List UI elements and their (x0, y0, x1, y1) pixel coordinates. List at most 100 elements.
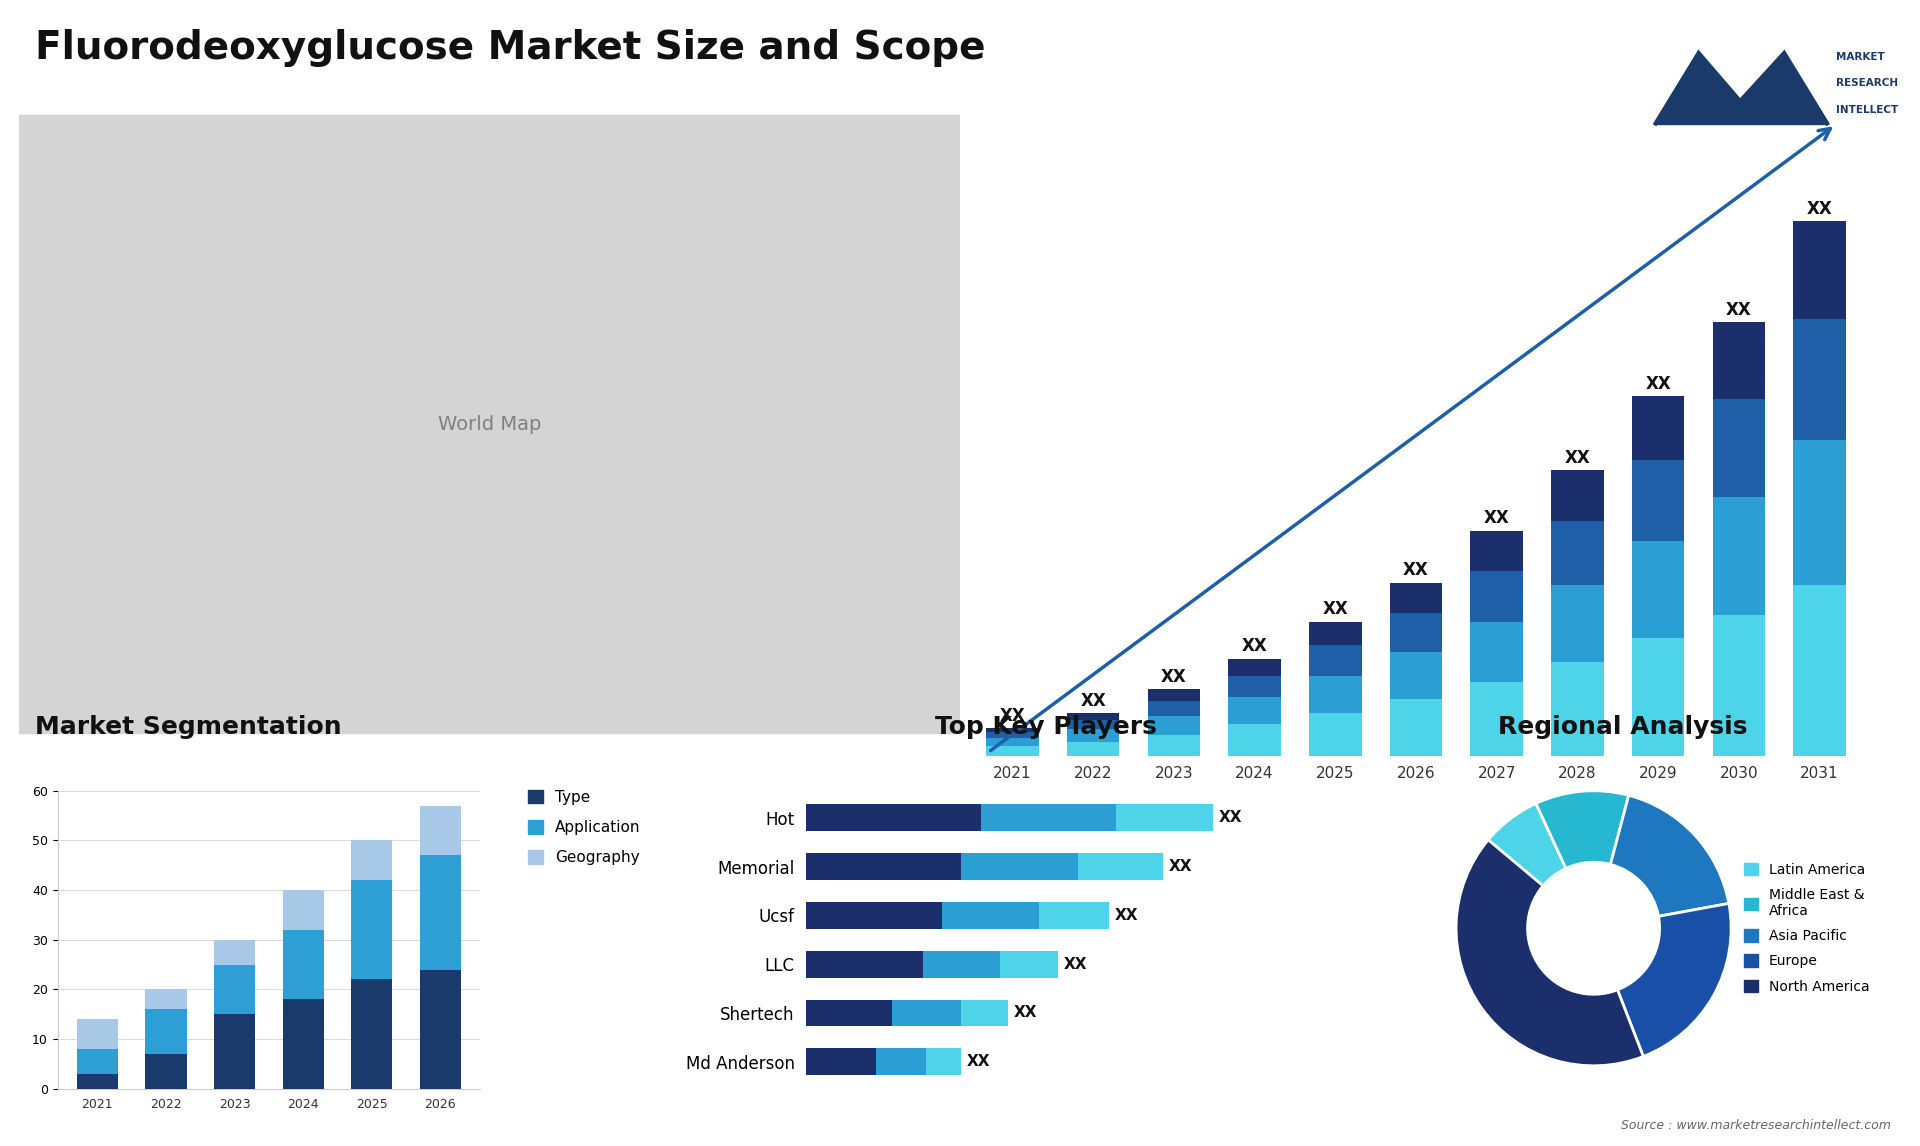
Bar (351, 880, 392, 980)
Bar (981, 804, 1116, 831)
Bar (1471, 682, 1523, 756)
Bar (282, 929, 324, 999)
Text: XX: XX (1726, 300, 1751, 319)
Bar (891, 999, 962, 1027)
Bar (1116, 804, 1213, 831)
Text: Regional Analysis: Regional Analysis (1498, 715, 1747, 739)
Bar (1471, 571, 1523, 621)
Text: XX: XX (1081, 692, 1106, 709)
Bar (806, 999, 891, 1027)
Text: XX: XX (968, 1054, 991, 1069)
Bar (213, 940, 255, 965)
Text: Market Segmentation: Market Segmentation (35, 715, 342, 739)
Bar (1551, 470, 1603, 520)
Bar (1148, 735, 1200, 756)
Text: XX: XX (1242, 637, 1267, 656)
Bar (146, 1010, 186, 1054)
Bar (1632, 460, 1684, 541)
Bar (1713, 400, 1764, 497)
Bar (1471, 621, 1523, 682)
Circle shape (1528, 862, 1659, 995)
Bar (1793, 584, 1845, 756)
Bar (282, 890, 324, 929)
Bar (987, 746, 1039, 756)
Bar (987, 728, 1039, 732)
Text: World Map: World Map (438, 415, 541, 433)
Wedge shape (1488, 803, 1567, 886)
Text: XX: XX (1645, 375, 1670, 393)
Bar (1068, 713, 1119, 720)
Text: Source : www.marketresearchintellect.com: Source : www.marketresearchintellect.com (1620, 1120, 1891, 1132)
Bar (1551, 584, 1603, 662)
Bar (1000, 951, 1058, 978)
Polygon shape (1655, 53, 1828, 125)
Bar (927, 1049, 962, 1075)
Text: MARKET: MARKET (1836, 52, 1885, 62)
Bar (420, 806, 461, 855)
Bar (1148, 701, 1200, 716)
Bar (1068, 729, 1119, 741)
Bar (1309, 675, 1361, 713)
Bar (1309, 713, 1361, 756)
Bar (876, 1049, 927, 1075)
Bar (1390, 582, 1442, 613)
Legend: Latin America, Middle East &
Africa, Asia Pacific, Europe, North America: Latin America, Middle East & Africa, Asi… (1738, 857, 1874, 999)
Bar (962, 853, 1077, 880)
Bar (806, 853, 962, 880)
Bar (806, 1049, 876, 1075)
Bar (282, 999, 324, 1089)
Bar (1068, 720, 1119, 729)
Bar (806, 951, 924, 978)
Text: XX: XX (1064, 957, 1087, 972)
Bar (213, 1014, 255, 1089)
Bar (1309, 621, 1361, 645)
Bar (1551, 662, 1603, 756)
Bar (351, 980, 392, 1089)
Bar (962, 999, 1008, 1027)
Text: XX: XX (1484, 509, 1509, 527)
Text: XX: XX (1114, 908, 1139, 923)
Bar (1793, 319, 1845, 440)
Bar (77, 1049, 117, 1074)
Bar (806, 902, 943, 928)
Legend: Type, Application, Geography: Type, Application, Geography (522, 784, 647, 871)
Wedge shape (1611, 795, 1728, 917)
Bar (1390, 613, 1442, 652)
Text: XX: XX (1219, 810, 1242, 825)
Bar (1632, 397, 1684, 460)
Bar (1390, 652, 1442, 699)
Bar (146, 1054, 186, 1089)
Text: XX: XX (1565, 449, 1590, 466)
Bar (987, 738, 1039, 746)
Bar (1148, 716, 1200, 735)
Bar (806, 804, 981, 831)
Bar (1229, 659, 1281, 675)
Text: RESEARCH: RESEARCH (1836, 78, 1899, 88)
Bar (1793, 440, 1845, 584)
Text: Top Key Players: Top Key Players (935, 715, 1158, 739)
Bar (1309, 645, 1361, 675)
Text: INTELLECT: INTELLECT (1836, 104, 1899, 115)
Bar (1077, 853, 1164, 880)
Bar (1793, 221, 1845, 319)
Bar (420, 855, 461, 970)
Bar (1713, 615, 1764, 756)
Bar (77, 1074, 117, 1089)
Text: XX: XX (1807, 199, 1832, 218)
Bar (1068, 741, 1119, 756)
Text: XX: XX (1000, 707, 1025, 724)
Bar (1039, 902, 1108, 928)
Text: XX: XX (1323, 601, 1348, 619)
Bar (213, 965, 255, 1014)
Bar (1713, 322, 1764, 400)
Text: XX: XX (1162, 668, 1187, 685)
Text: XX: XX (1169, 860, 1192, 874)
Bar (943, 902, 1039, 928)
Bar (1229, 697, 1281, 724)
Bar (1471, 531, 1523, 571)
Bar (77, 1019, 117, 1049)
Wedge shape (1455, 840, 1644, 1066)
Text: XX: XX (1404, 562, 1428, 579)
Bar (924, 951, 1000, 978)
Bar (987, 732, 1039, 738)
